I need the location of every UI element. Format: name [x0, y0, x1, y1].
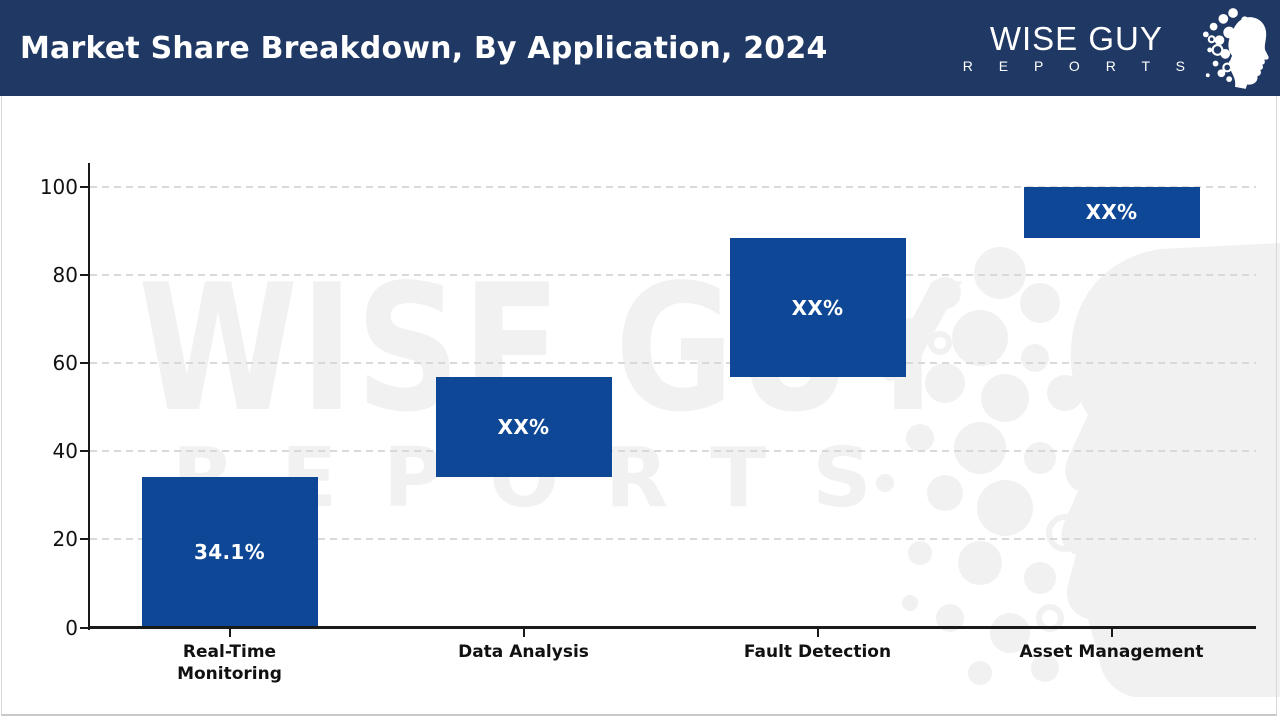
y-tick-label: 40 [52, 439, 78, 464]
x-tick-mark [522, 629, 525, 637]
y-tick-label: 20 [52, 527, 78, 552]
x-axis-label: Asset Management [1019, 641, 1204, 662]
x-axis-label: Real-Time Monitoring [177, 641, 282, 684]
brand-name: WISE GUY [989, 19, 1163, 57]
gridline [90, 450, 1256, 453]
y-tick-mark [80, 185, 89, 188]
bar: XX% [1023, 186, 1200, 238]
y-tick-label: 80 [52, 262, 78, 287]
y-tick-mark [80, 626, 89, 629]
y-tick-mark [80, 450, 89, 453]
brand-subname: R E P O R T S [962, 58, 1196, 75]
x-tick-mark [1110, 629, 1113, 637]
y-tick-label: 60 [52, 350, 78, 375]
x-tick-mark [816, 629, 819, 637]
bar-value-label: XX% [1085, 200, 1138, 225]
y-tick-mark [80, 273, 89, 276]
x-axis-label: Data Analysis [458, 641, 589, 662]
x-tick-mark [228, 629, 231, 637]
chart-area: 0 20 40 60 80 100 34.1% Real-Time Monitoring XX%… [0, 96, 1280, 720]
y-tick-label: 0 [65, 615, 78, 640]
x-axis-spine [88, 626, 1256, 629]
bar: 34.1% [141, 477, 318, 628]
bar: XX% [729, 237, 906, 378]
page-title: Market Share Breakdown, By Application, … [20, 30, 828, 66]
bar-value-label: XX% [497, 415, 550, 440]
x-axis-label: Fault Detection [743, 641, 892, 662]
y-tick-mark [80, 361, 89, 364]
y-tick-mark [80, 538, 89, 541]
header-bar: Market Share Breakdown, By Application, … [0, 0, 1280, 96]
gridline [90, 273, 1256, 276]
gridline [90, 185, 1256, 188]
brand-logo: WISE GUY R E P O R T S [957, 7, 1270, 89]
brand-text: WISE GUY R E P O R T S [957, 19, 1196, 75]
y-axis-spine [88, 163, 90, 630]
bar: XX% [435, 377, 612, 478]
gridline [90, 361, 1256, 364]
y-tick-label: 100 [39, 174, 78, 199]
gridline [90, 538, 1256, 541]
bar-value-label: XX% [791, 295, 844, 320]
logo-head-icon [1202, 8, 1269, 89]
bar-value-label: 34.1% [194, 540, 265, 565]
